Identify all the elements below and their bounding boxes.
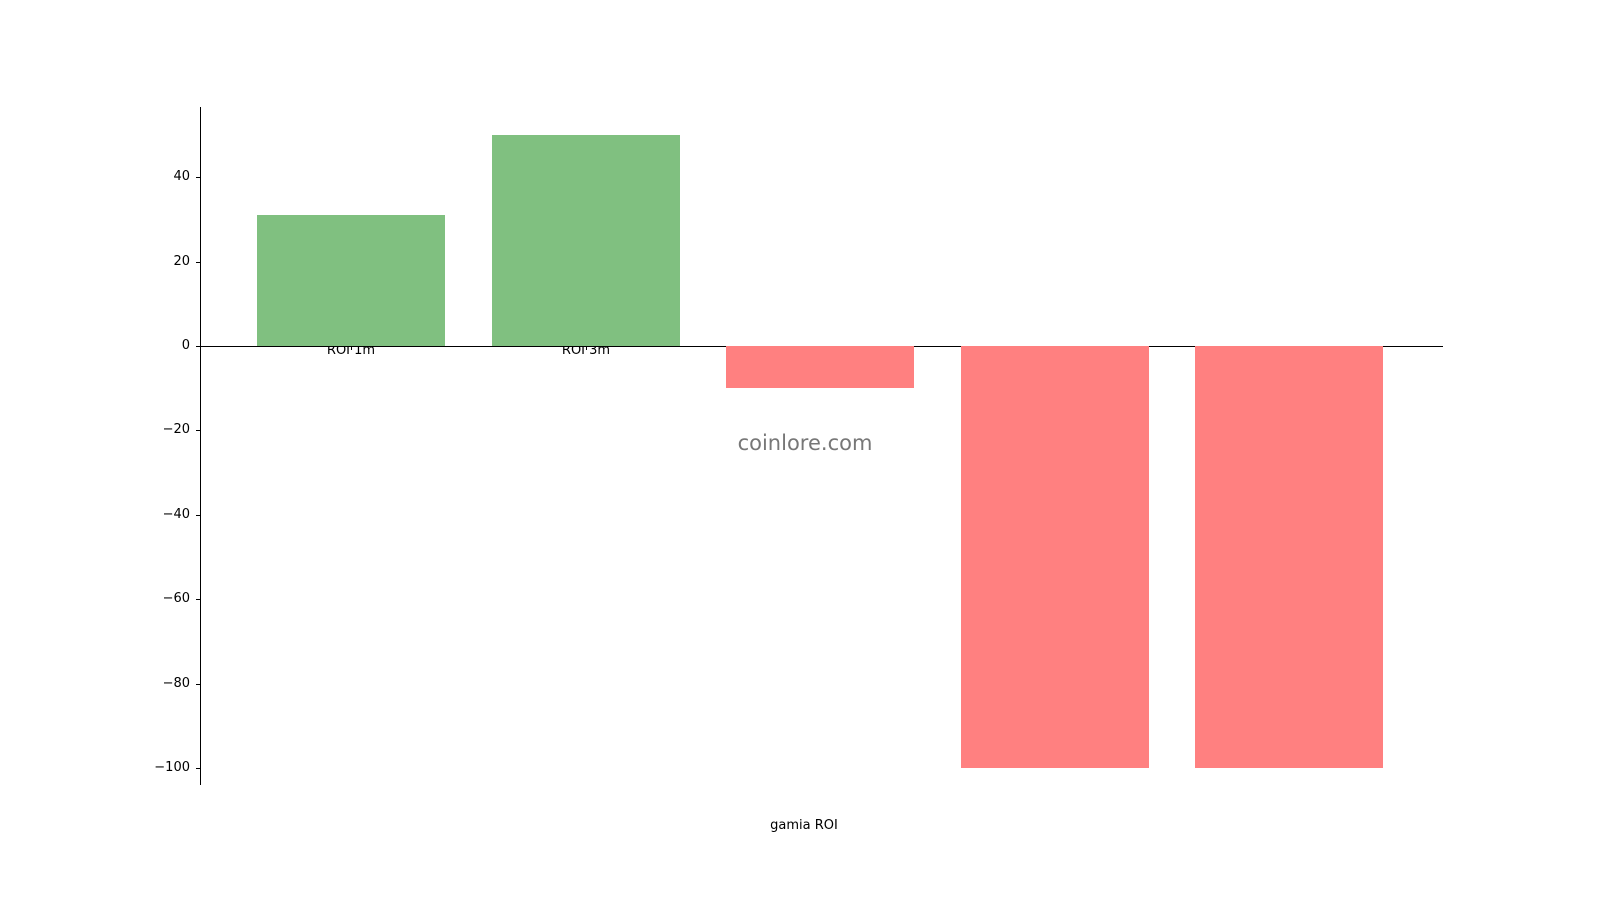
bar	[1195, 346, 1383, 768]
x-tick-mark	[351, 346, 352, 350]
x-tick-label: ROI 3m	[561, 343, 611, 358]
y-tick-label: −40	[162, 507, 190, 522]
y-tick-label: −60	[162, 591, 190, 606]
watermark: coinlore.com	[737, 431, 873, 455]
y-tick-label: 20	[173, 254, 190, 269]
y-tick-mark	[196, 599, 200, 600]
y-tick-mark	[196, 515, 200, 516]
y-axis-line	[200, 107, 201, 785]
y-tick-mark	[196, 177, 200, 178]
bar	[257, 215, 445, 346]
y-tick-mark	[196, 684, 200, 685]
y-tick-label: −20	[162, 422, 190, 437]
bar	[961, 346, 1149, 768]
y-tick-mark	[196, 768, 200, 769]
bar	[726, 346, 914, 388]
y-tick-mark	[196, 262, 200, 263]
x-tick-mark	[586, 346, 587, 350]
bar	[492, 135, 680, 346]
y-tick-label: −80	[162, 676, 190, 691]
x-tick-label: ROI 1m	[326, 343, 376, 358]
y-tick-mark	[196, 430, 200, 431]
y-tick-label: 40	[173, 169, 190, 184]
y-tick-label: 0	[181, 338, 190, 353]
y-tick-label: −100	[154, 760, 190, 775]
x-axis-title: gamia ROI	[770, 818, 838, 833]
y-tick-mark	[196, 346, 200, 347]
